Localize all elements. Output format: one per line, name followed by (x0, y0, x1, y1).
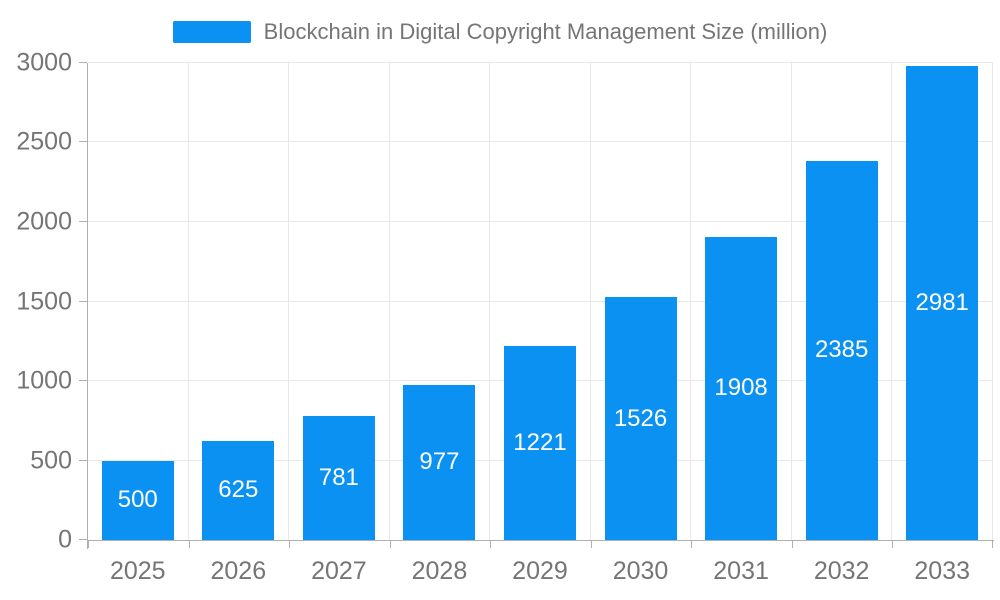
x-axis-tick (389, 540, 391, 548)
gridline-horizontal (88, 220, 993, 222)
x-axis-tick (188, 540, 190, 548)
y-axis-line (87, 63, 88, 549)
gridline-horizontal (88, 141, 993, 143)
bar-2029: 1221 (503, 345, 576, 540)
category-column: 977 2028 (390, 63, 491, 585)
bar-2025: 500 (101, 460, 174, 540)
y-axis-tick (79, 62, 87, 63)
bar-value-label: 1526 (613, 404, 668, 432)
bar-value-label: 2981 (915, 289, 969, 317)
bar-value-label: 1221 (513, 428, 567, 456)
category-column: 2385 2032 (792, 63, 893, 585)
bar-2027: 781 (302, 415, 375, 540)
y-axis-tick (79, 141, 87, 143)
y-axis-tick-label: 0 (58, 525, 72, 554)
gridline-horizontal (88, 300, 993, 302)
legend-swatch-icon (172, 21, 251, 43)
x-axis-label: 2029 (512, 557, 568, 585)
y-axis-tick-label: 500 (30, 446, 72, 474)
y-axis-tick-label: 1500 (16, 287, 72, 315)
y-axis-tick (79, 539, 87, 540)
legend-label: Blockchain in Digital Copyright Manageme… (263, 19, 828, 44)
category-column: 781 2027 (289, 63, 390, 585)
x-axis-tick (88, 540, 89, 548)
bar-value-label: 625 (218, 476, 259, 504)
x-axis-tick (992, 540, 993, 548)
x-axis-label: 2028 (411, 557, 468, 585)
x-axis-tick (590, 540, 592, 548)
x-axis-label: 2031 (713, 557, 769, 585)
bar-2031: 1908 (705, 236, 778, 540)
y-axis: 0 500 1000 1500 2000 2500 3000 (0, 49, 72, 554)
bar-2026: 625 (202, 440, 275, 540)
bar-2028: 977 (403, 384, 476, 540)
x-axis-label: 2025 (109, 557, 166, 585)
x-axis-tick (289, 540, 291, 548)
bar-value-label: 781 (318, 463, 359, 491)
y-axis-tick (79, 220, 87, 222)
y-axis-tick (79, 379, 87, 381)
chart-legend[interactable]: Blockchain in Digital Copyright Manageme… (0, 19, 1000, 45)
bar-2030: 1526 (604, 297, 677, 540)
category-column: 625 2026 (189, 63, 290, 585)
x-axis-label: 2033 (914, 557, 971, 585)
y-axis-tick (79, 300, 87, 302)
x-axis-tick (490, 540, 492, 548)
bar-2032: 2385 (805, 160, 878, 540)
x-axis-label: 2027 (311, 557, 367, 585)
category-column: 500 2025 (88, 63, 189, 585)
bar-value-label: 2385 (814, 336, 869, 364)
x-axis-tick (791, 540, 793, 548)
category-column: 1908 2031 (691, 63, 792, 585)
y-axis-tick-label: 2500 (16, 127, 72, 156)
bar-value-label: 977 (419, 448, 460, 476)
plot-area: 500 2025 625 2026 781 2027 977 2028 1221 2029 1526… (79, 62, 994, 585)
x-axis-tick (892, 540, 894, 548)
category-column: 1221 2029 (490, 63, 591, 585)
gridline-horizontal (88, 62, 993, 63)
bar-value-label: 1908 (714, 374, 768, 402)
y-axis-tick-label: 2000 (16, 207, 72, 236)
x-axis-label: 2030 (612, 557, 669, 585)
y-axis-tick-label: 3000 (16, 48, 72, 77)
x-axis-line (87, 540, 994, 541)
x-axis-tick (691, 540, 693, 548)
bar-2033: 2981 (906, 66, 979, 540)
category-column: 2981 2033 (892, 63, 993, 585)
category-column: 1526 2030 (591, 63, 692, 585)
x-axis-label: 2026 (210, 557, 267, 585)
bar-value-label: 500 (117, 486, 158, 514)
y-axis-tick-label: 1000 (16, 366, 72, 395)
y-axis-tick (79, 459, 87, 461)
x-axis-label: 2032 (813, 557, 870, 585)
